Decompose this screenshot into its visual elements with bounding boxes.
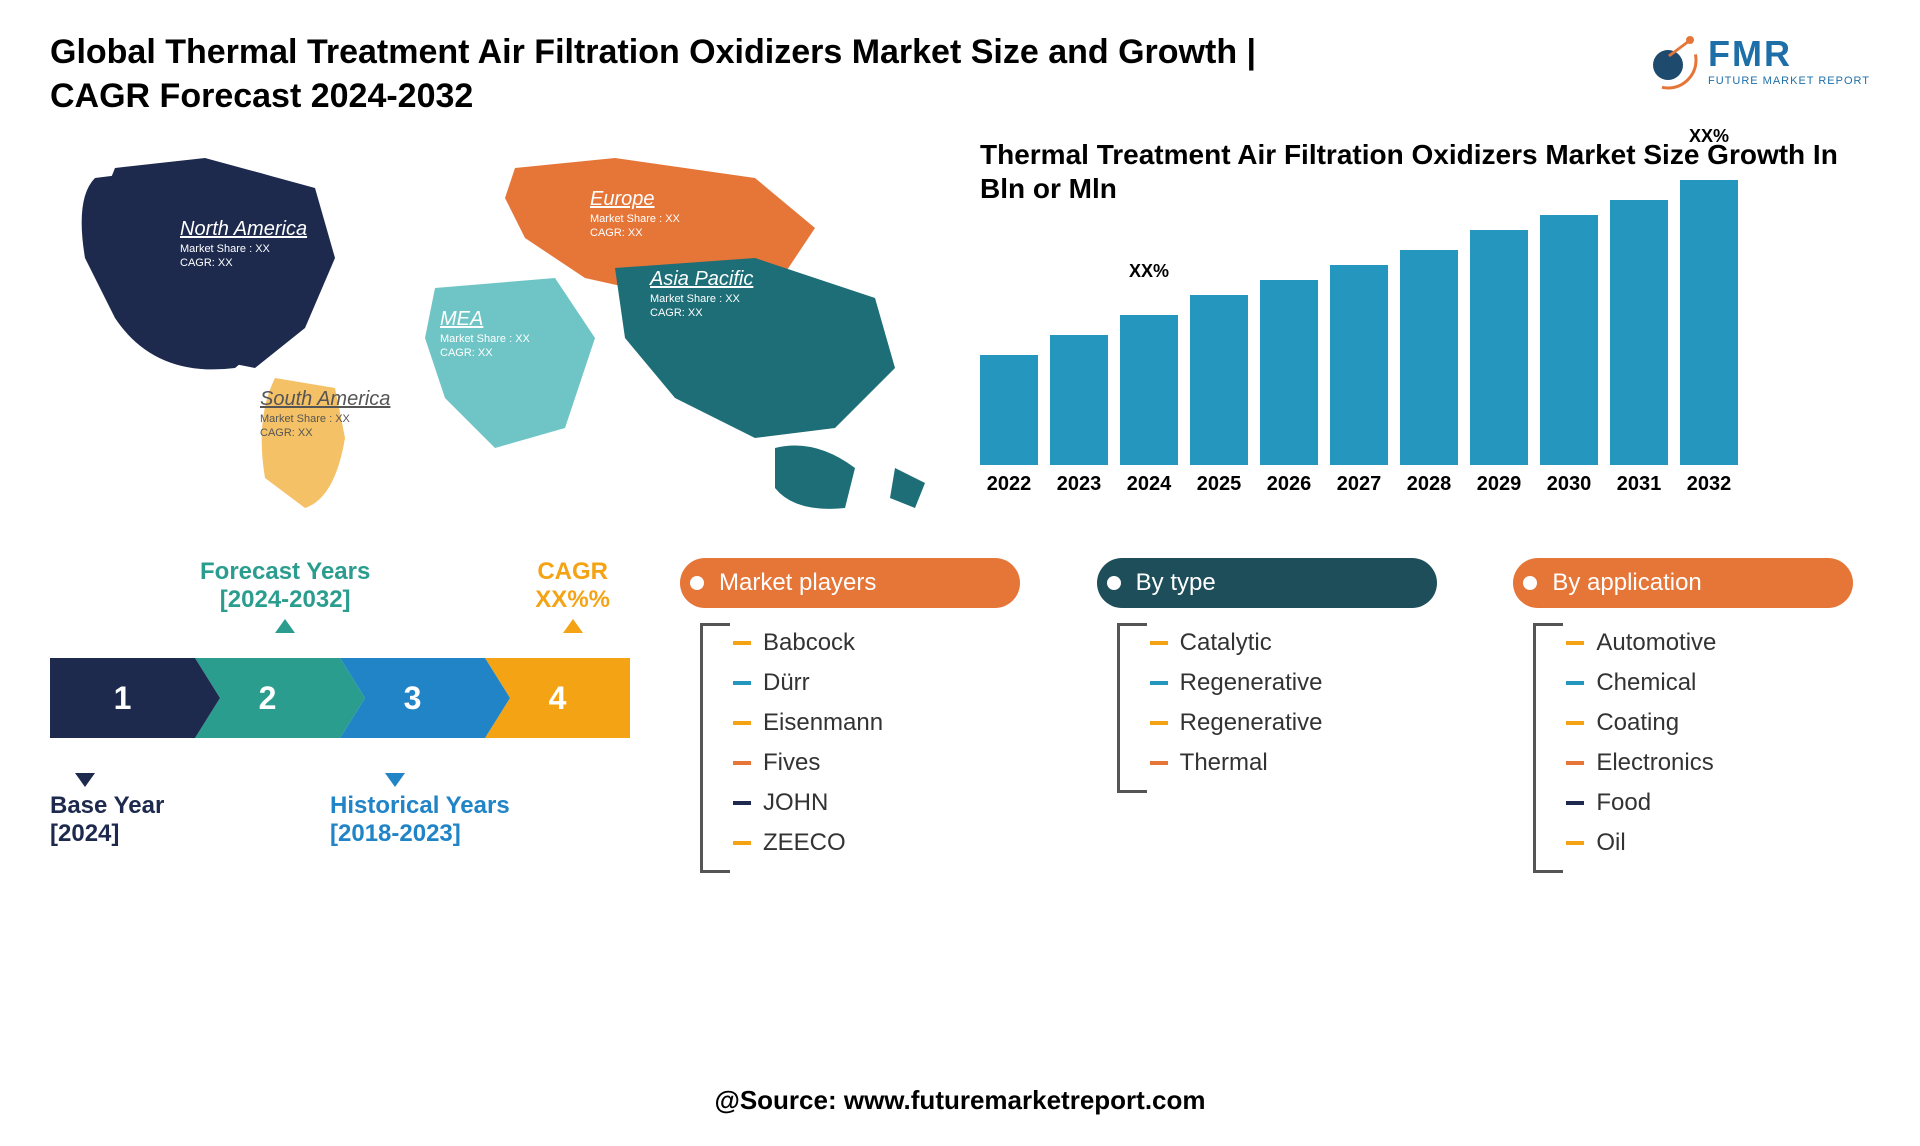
region-europe: EuropeMarket Share : XXCAGR: XX — [590, 188, 680, 239]
list-item: Regenerative — [1150, 703, 1454, 743]
list-item: ZEECO — [733, 823, 1037, 863]
historical-years-label: Historical Years [2018-2023] — [330, 768, 510, 848]
region-asia-pacific: Asia PacificMarket Share : XXCAGR: XX — [650, 268, 753, 319]
list-item: Fives — [733, 743, 1037, 783]
list: BabcockDürrEisenmannFivesJOHNZEECO — [700, 623, 1037, 873]
pill-header: Market players — [680, 558, 1020, 608]
list-item: Babcock — [733, 623, 1037, 663]
region-mea: MEAMarket Share : XXCAGR: XX — [440, 308, 530, 359]
list-item: Oil — [1566, 823, 1870, 863]
base-year-label: Base Year [2024] — [50, 768, 164, 848]
bar-2028: 2028 — [1400, 250, 1458, 496]
list-item: Automotive — [1566, 623, 1870, 663]
pill-header: By type — [1097, 558, 1437, 608]
list-item: Chemical — [1566, 663, 1870, 703]
arrow-step-1: 1 — [50, 658, 195, 738]
logo-icon — [1638, 30, 1698, 90]
source-attribution: @Source: www.futuremarketreport.com — [0, 1085, 1920, 1116]
list-item: Coating — [1566, 703, 1870, 743]
logo: FMR FUTURE MARKET REPORT — [1638, 30, 1870, 90]
forecast-years-label: Forecast Years [2024-2032] — [200, 558, 370, 638]
region-south-america: South AmericaMarket Share : XXCAGR: XX — [260, 388, 390, 439]
bar-2025: 2025 — [1190, 295, 1248, 496]
list: AutomotiveChemicalCoatingElectronicsFood… — [1533, 623, 1870, 873]
bar-2026: 2026 — [1260, 280, 1318, 496]
bar-2032: XX%2032 — [1680, 151, 1738, 496]
logo-text-sub: FUTURE MARKET REPORT — [1708, 75, 1870, 87]
bar-2027: 2027 — [1330, 265, 1388, 496]
bar-chart: 20222023XX%20242025202620272028202920302… — [980, 216, 1870, 496]
list-item: Thermal — [1150, 743, 1454, 783]
bar-2031: 2031 — [1610, 200, 1668, 496]
list-item: Electronics — [1566, 743, 1870, 783]
bar-2030: 2030 — [1540, 215, 1598, 496]
section-by-type: By typeCatalyticRegenerativeRegenerative… — [1097, 558, 1454, 873]
timeline-arrows: 1 2 3 4 — [50, 658, 630, 738]
world-map: North AmericaMarket Share : XXCAGR: XX So… — [50, 138, 940, 518]
cagr-label: CAGR XX%% — [535, 558, 610, 638]
bar-2022: 2022 — [980, 355, 1038, 496]
list-item: JOHN — [733, 783, 1037, 823]
bar-chart-section: Thermal Treatment Air Filtration Oxidize… — [980, 138, 1870, 518]
list-item: Regenerative — [1150, 663, 1454, 703]
list-item: Food — [1566, 783, 1870, 823]
bar-2029: 2029 — [1470, 230, 1528, 496]
list-item: Dürr — [733, 663, 1037, 703]
bar-2023: 2023 — [1050, 335, 1108, 496]
timeline: Forecast Years [2024-2032] CAGR XX%% 1 2… — [50, 558, 630, 738]
page-title: Global Thermal Treatment Air Filtration … — [50, 30, 1350, 118]
list-item: Catalytic — [1150, 623, 1454, 663]
list: CatalyticRegenerativeRegenerativeThermal — [1117, 623, 1454, 793]
section-by-application: By application AutomotiveChemicalCoatingE… — [1513, 558, 1870, 873]
bar-2024: XX%2024 — [1120, 286, 1178, 496]
list-item: Eisenmann — [733, 703, 1037, 743]
region-north-america: North AmericaMarket Share : XXCAGR: XX — [180, 218, 307, 269]
header: Global Thermal Treatment Air Filtration … — [50, 30, 1870, 118]
pill-header: By application — [1513, 558, 1853, 608]
logo-text-main: FMR — [1708, 33, 1870, 75]
section-market-players: Market players BabcockDürrEisenmannFivesJ… — [680, 558, 1037, 873]
